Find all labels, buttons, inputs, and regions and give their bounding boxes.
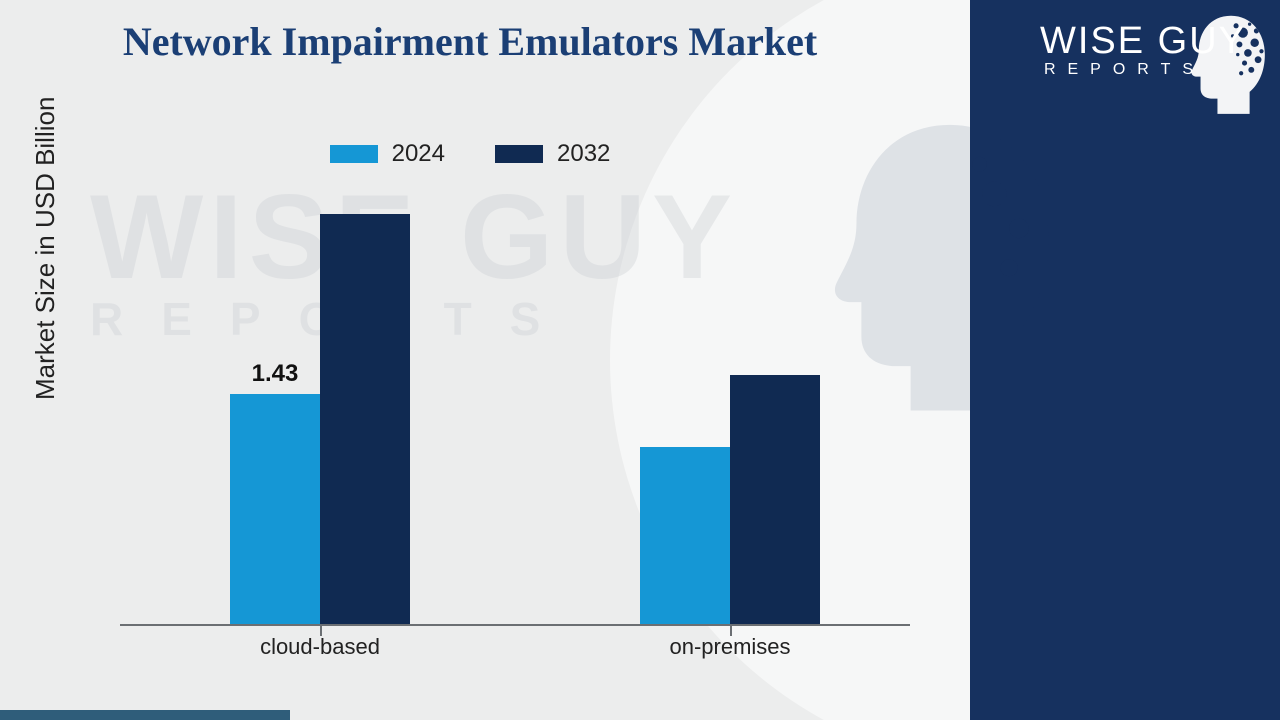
legend-label-2032: 2032 bbox=[557, 140, 610, 168]
legend: 2024 2032 bbox=[0, 140, 940, 168]
bar-data-label: 1.43 bbox=[252, 360, 299, 388]
bar-2024-on-premises bbox=[640, 447, 730, 624]
bar-2024-cloud-based bbox=[230, 394, 320, 624]
legend-item-2024: 2024 bbox=[330, 140, 445, 168]
logo-line2: REPORTS bbox=[1044, 61, 1246, 79]
chart-title: Network Impairment Emulators Market bbox=[0, 18, 940, 65]
legend-swatch-2032 bbox=[495, 145, 543, 163]
x-axis-label: on-premises bbox=[669, 634, 790, 660]
brand-logo: WISE GUY REPORTS bbox=[1040, 20, 1246, 79]
legend-swatch-2024 bbox=[330, 145, 378, 163]
logo-wise: WISE bbox=[1040, 20, 1145, 62]
logo-guy: GUY bbox=[1158, 20, 1246, 62]
legend-item-2032: 2032 bbox=[495, 140, 610, 168]
bar-2032-on-premises bbox=[730, 375, 820, 624]
plot-area: cloud-based on-premises 1.43 bbox=[120, 190, 910, 660]
bar-2032-cloud-based bbox=[320, 214, 410, 624]
x-axis-label: cloud-based bbox=[260, 634, 380, 660]
logo-line1: WISE GUY bbox=[1040, 20, 1246, 63]
x-axis-line bbox=[120, 624, 910, 626]
chart-canvas: WISE GUY REPORTS Network Impairment Emul… bbox=[0, 0, 1280, 720]
bottom-accent-bar bbox=[0, 710, 290, 720]
legend-label-2024: 2024 bbox=[392, 140, 445, 168]
